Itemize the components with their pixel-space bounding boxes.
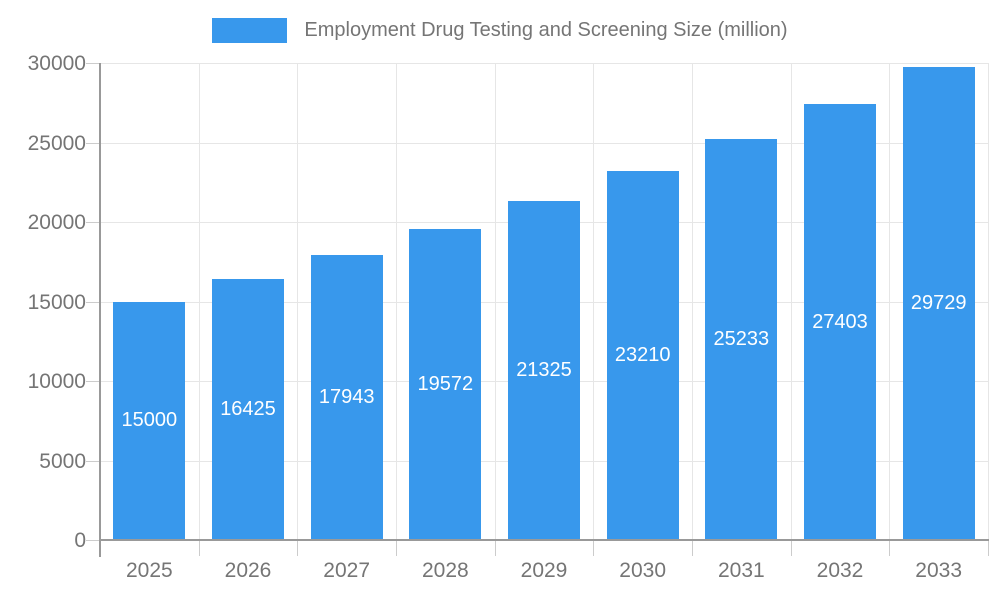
y-axis-tick-label: 0	[74, 529, 86, 552]
bar-value-label: 21325	[516, 358, 572, 381]
v-gridline	[988, 63, 989, 540]
bar: 25233	[705, 138, 778, 540]
bar: 19572	[409, 228, 482, 540]
bar-value-label: 15000	[121, 409, 178, 432]
x-axis-line	[99, 539, 989, 541]
y-tick	[86, 301, 100, 303]
bar-value-label: 27403	[812, 310, 868, 333]
bar-value-label: 17943	[318, 385, 375, 408]
x-axis-tick-label: 2033	[915, 559, 963, 582]
legend-label: Employment Drug Testing and Screening Si…	[304, 19, 788, 41]
x-tick	[692, 540, 693, 556]
bar-value-label: 29729	[910, 292, 967, 315]
x-tick	[297, 540, 299, 556]
h-gridline	[100, 63, 988, 64]
legend: Employment Drug Testing and Screening Si…	[0, 18, 1000, 43]
bar: 15000	[113, 301, 186, 540]
x-tick	[494, 540, 496, 556]
y-axis-tick-label: 15000	[27, 290, 86, 314]
x-tick	[593, 540, 595, 556]
x-tick	[988, 540, 989, 556]
h-gridline	[100, 142, 988, 144]
x-tick	[396, 540, 397, 556]
v-gridline	[889, 63, 891, 540]
bar: 23210	[606, 170, 679, 540]
x-tick	[889, 540, 891, 556]
y-axis-tick-label: 30000	[27, 52, 86, 75]
x-axis-tick-label: 2032	[816, 559, 864, 582]
bar: 16425	[212, 278, 284, 540]
v-gridline	[494, 63, 496, 540]
v-gridline	[790, 63, 792, 540]
v-gridline	[396, 63, 397, 540]
x-axis-tick-label: 2028	[421, 559, 469, 582]
v-gridline	[593, 63, 595, 540]
y-tick	[86, 381, 100, 382]
bar: 17943	[310, 254, 383, 540]
y-tick	[86, 460, 100, 462]
bar-value-label: 16425	[220, 397, 276, 420]
y-tick	[86, 222, 100, 223]
x-tick	[198, 540, 200, 556]
y-axis-tick-label: 25000	[27, 131, 86, 155]
y-tick	[86, 63, 100, 64]
x-axis-tick-label: 2027	[323, 559, 371, 582]
v-gridline	[297, 63, 299, 540]
v-gridline	[198, 63, 200, 540]
bar-value-label: 19572	[417, 372, 474, 395]
x-axis-tick-label: 2026	[224, 559, 272, 582]
y-axis-line	[99, 63, 101, 557]
v-gridline	[692, 63, 693, 540]
x-axis-tick-label: 2029	[520, 559, 568, 582]
bar: 21325	[508, 200, 580, 540]
bar-value-label: 23210	[614, 343, 671, 366]
y-tick	[86, 540, 100, 541]
x-axis-tick-label: 2030	[619, 559, 667, 582]
x-axis-tick-label: 2025	[125, 559, 173, 582]
bar: 29729	[902, 67, 975, 540]
x-axis-tick-label: 2031	[717, 559, 765, 582]
y-tick	[86, 142, 100, 144]
bar: 27403	[804, 104, 876, 540]
legend-swatch	[212, 18, 288, 43]
x-tick	[790, 540, 792, 556]
bar-value-label: 25233	[713, 327, 770, 350]
y-axis-tick-label: 10000	[27, 370, 86, 393]
y-axis-tick-label: 20000	[27, 211, 86, 234]
y-axis-tick-label: 5000	[39, 449, 86, 473]
